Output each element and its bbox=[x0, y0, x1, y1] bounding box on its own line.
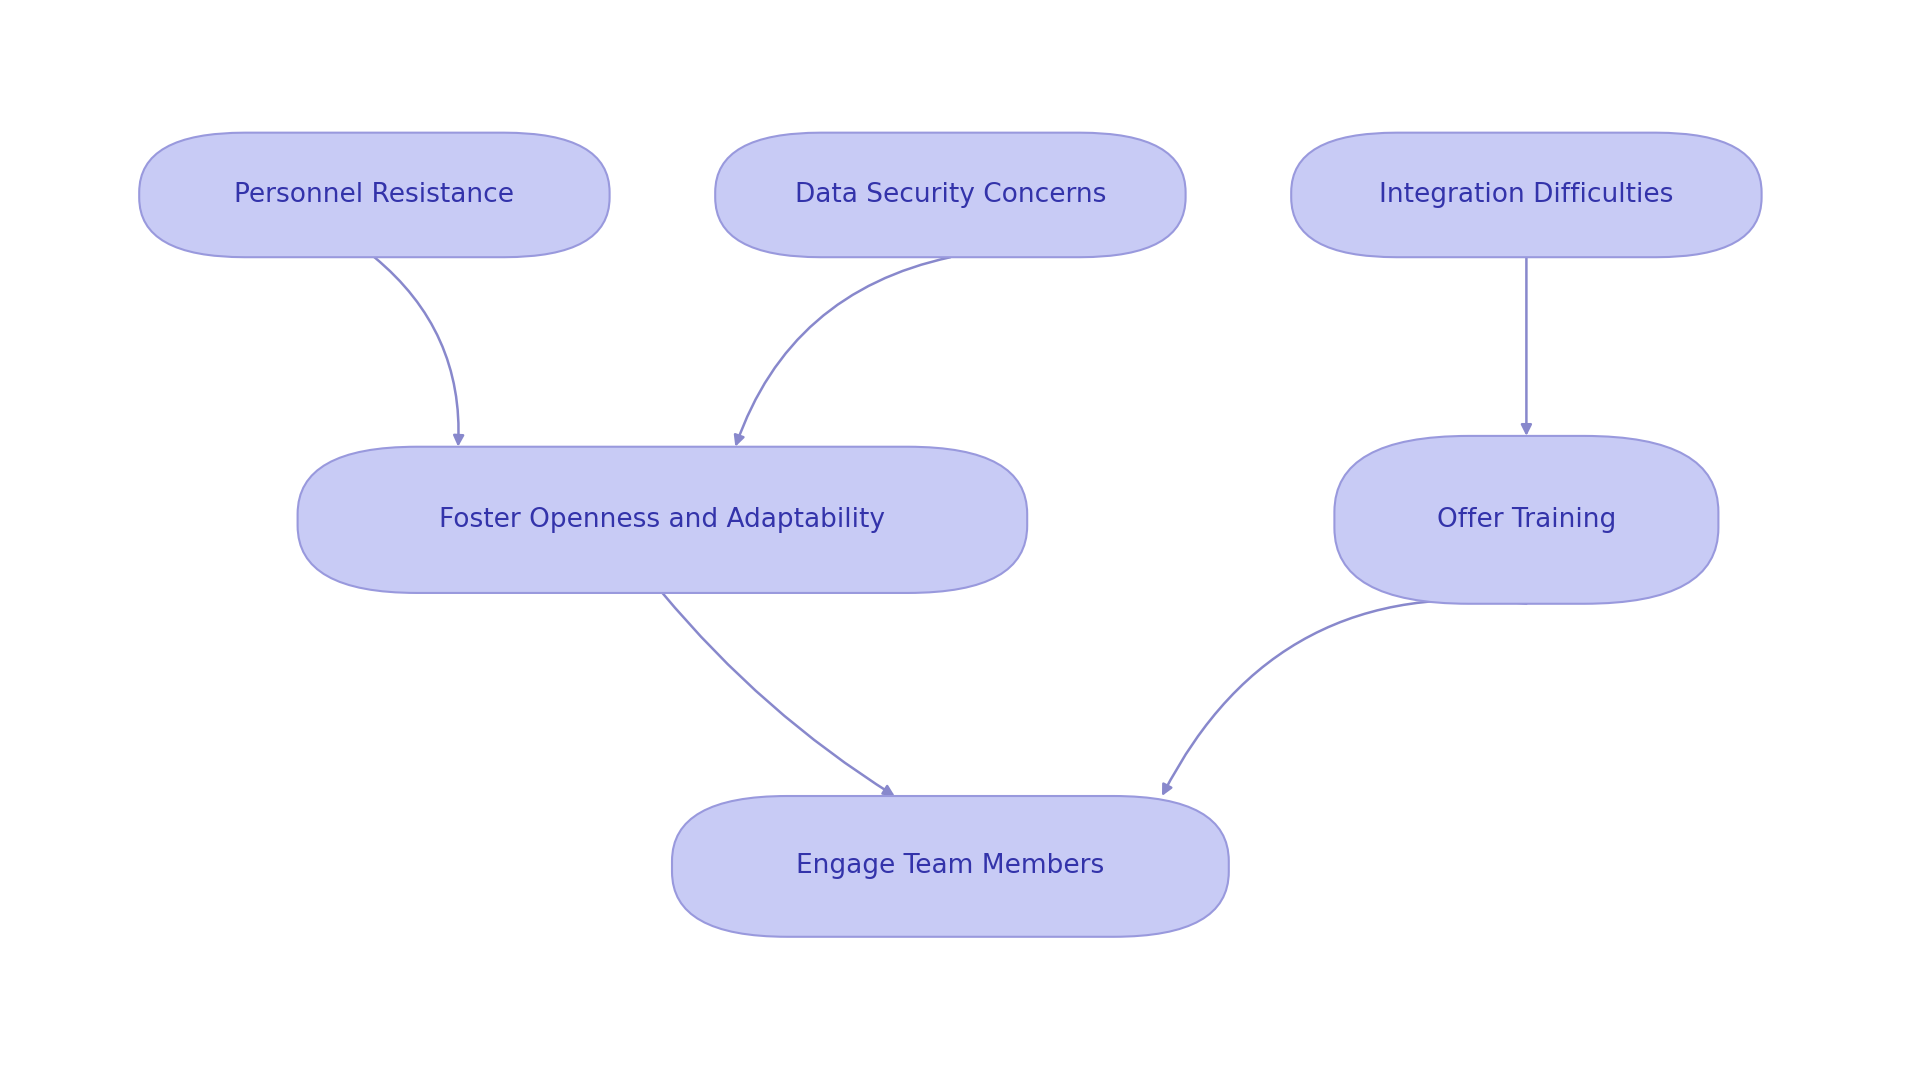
FancyBboxPatch shape bbox=[1334, 435, 1718, 604]
FancyBboxPatch shape bbox=[140, 133, 611, 258]
Text: Engage Team Members: Engage Team Members bbox=[797, 853, 1104, 879]
FancyBboxPatch shape bbox=[1292, 133, 1763, 258]
Text: Data Security Concerns: Data Security Concerns bbox=[795, 182, 1106, 208]
FancyBboxPatch shape bbox=[298, 446, 1027, 593]
Text: Offer Training: Offer Training bbox=[1436, 507, 1617, 533]
Text: Foster Openness and Adaptability: Foster Openness and Adaptability bbox=[440, 507, 885, 533]
FancyBboxPatch shape bbox=[672, 796, 1229, 937]
Text: Personnel Resistance: Personnel Resistance bbox=[234, 182, 515, 208]
Text: Integration Difficulties: Integration Difficulties bbox=[1379, 182, 1674, 208]
FancyBboxPatch shape bbox=[714, 133, 1185, 258]
